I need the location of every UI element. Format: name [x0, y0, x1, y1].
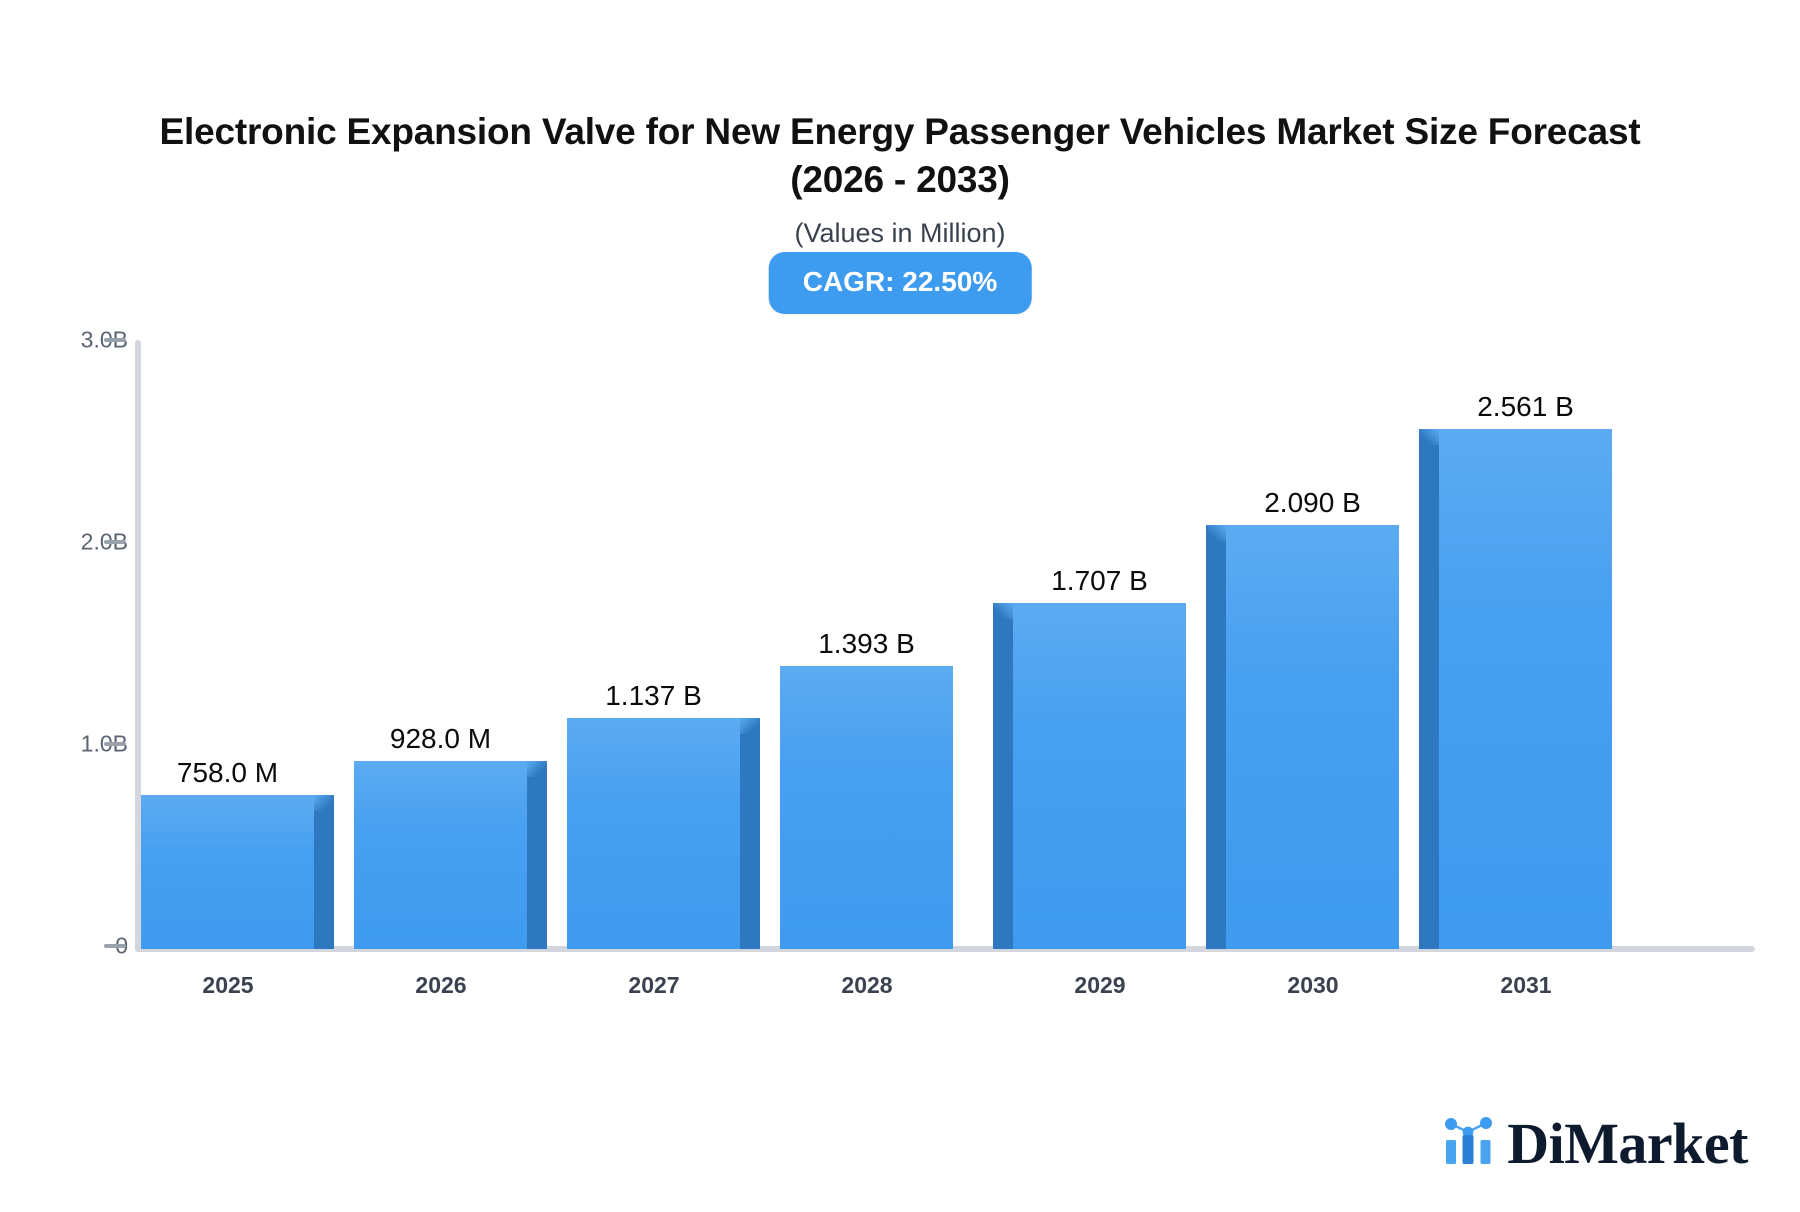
x-axis-line: [135, 946, 1755, 952]
x-axis-tick-2025: 2025: [202, 972, 254, 998]
bar-2026[interactable]: 928.0 M: [354, 723, 547, 949]
bar-value-label: 2.561 B: [1477, 391, 1574, 422]
y-axis-tick-mark: [104, 540, 126, 544]
x-axis-tick-2030: 2030: [1287, 972, 1339, 998]
y-axis-line: [135, 340, 141, 952]
y-axis-tick-mark: [104, 742, 126, 746]
brand-name: DiMarket: [1507, 1110, 1748, 1176]
bar-2030[interactable]: 2.090 B: [1206, 487, 1399, 949]
bar-2027[interactable]: 1.137 B: [567, 680, 760, 949]
bar-value-label: 928.0 M: [389, 723, 492, 754]
x-axis-tick-2026: 2026: [415, 972, 467, 998]
bar-value-label: 1.393 B: [818, 628, 915, 659]
x-axis-tick-2029: 2029: [1074, 972, 1126, 998]
bar-2031[interactable]: 2.561 B: [1419, 391, 1612, 949]
cagr-badge: CAGR: 22.50%: [768, 252, 1032, 314]
bar-value-label: 1.137 B: [605, 680, 702, 711]
bar-chart-logo-icon: [1443, 1113, 1495, 1174]
bar-2025[interactable]: 758.0 M: [141, 757, 334, 949]
bar-2028[interactable]: 1.393 B: [780, 628, 953, 949]
x-axis-tick-2031: 2031: [1500, 972, 1552, 998]
y-axis-tick-mark: [104, 338, 126, 342]
bar-value-label: 2.090 B: [1264, 487, 1361, 518]
brand-logo: DiMarket: [1443, 1113, 1748, 1174]
y-axis-tick-mark: [104, 944, 126, 948]
bar-value-label: 1.707 B: [1051, 565, 1148, 596]
bar-2029[interactable]: 1.707 B: [993, 565, 1186, 949]
x-axis-tick-2027: 2027: [628, 972, 680, 998]
x-axis-tick-2028: 2028: [841, 972, 893, 998]
bars-layer: 758.0 M 928.0 M 1.137 B 1.393: [141, 340, 1755, 949]
bar-value-label: 758.0 M: [176, 757, 279, 788]
